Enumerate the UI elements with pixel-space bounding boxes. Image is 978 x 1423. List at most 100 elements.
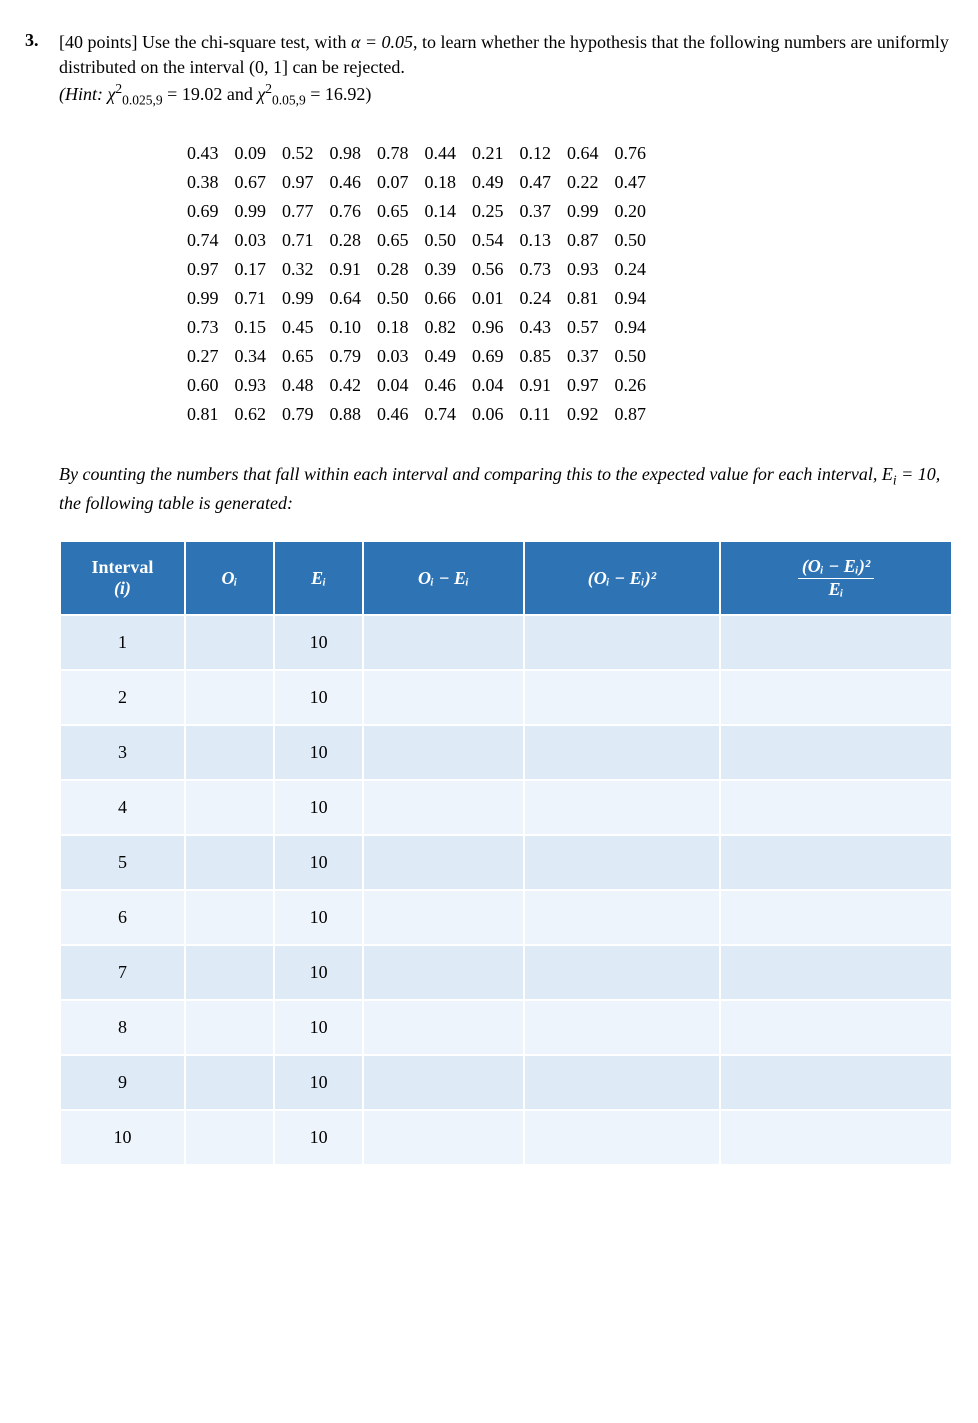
header-diff: Oᵢ − Eᵢ	[363, 541, 524, 615]
data-cell: 0.47	[607, 168, 655, 197]
table-row: 1010	[60, 1110, 952, 1165]
data-row: 0.270.340.650.790.030.490.690.850.370.50	[179, 342, 654, 371]
data-cell: 0.79	[322, 342, 370, 371]
cell-oi	[185, 835, 274, 890]
alpha-text: α = 0.05	[351, 32, 413, 52]
cell-interval: 10	[60, 1110, 185, 1165]
cell-diff	[363, 890, 524, 945]
data-cell: 0.25	[464, 197, 512, 226]
data-row: 0.740.030.710.280.650.500.540.130.870.50	[179, 226, 654, 255]
chi1-eq: = 19.02 and	[163, 84, 258, 104]
data-cell: 0.93	[227, 371, 275, 400]
cell-ratio	[720, 670, 952, 725]
cell-interval: 9	[60, 1055, 185, 1110]
data-cell: 0.81	[179, 400, 227, 429]
header-interval: Interval (i)	[60, 541, 185, 615]
cell-sq	[524, 780, 720, 835]
cell-diff	[363, 725, 524, 780]
header-ratio-num: (Oᵢ − Eᵢ)²	[798, 556, 874, 579]
cell-ei: 10	[274, 945, 363, 1000]
cell-ratio	[720, 615, 952, 670]
chi-square-table: Interval (i) Oᵢ Eᵢ Oᵢ − Eᵢ (Oᵢ − Eᵢ)² (O…	[59, 540, 953, 1166]
data-cell: 0.37	[559, 342, 607, 371]
header-sq-text: (Oᵢ − Eᵢ)²	[588, 568, 656, 588]
cell-sq	[524, 835, 720, 890]
problem-container: 3. [40 points] Use the chi-square test, …	[25, 30, 953, 1166]
data-cell: 0.98	[322, 139, 370, 168]
data-cell: 0.34	[227, 342, 275, 371]
cell-interval: 5	[60, 835, 185, 890]
data-cell: 0.73	[512, 255, 560, 284]
data-cell: 0.76	[607, 139, 655, 168]
cell-ei: 10	[274, 780, 363, 835]
data-cell: 0.20	[607, 197, 655, 226]
data-row: 0.730.150.450.100.180.820.960.430.570.94	[179, 313, 654, 342]
cell-ratio	[720, 1055, 952, 1110]
table-row: 510	[60, 835, 952, 890]
cell-sq	[524, 1000, 720, 1055]
data-cell: 0.77	[274, 197, 322, 226]
cell-ratio	[720, 1000, 952, 1055]
data-cell: 0.56	[464, 255, 512, 284]
header-diff-text: Oᵢ − Eᵢ	[418, 568, 469, 588]
data-cell: 0.93	[559, 255, 607, 284]
data-cell: 0.64	[559, 139, 607, 168]
chi1-sub: 0.025,9	[122, 93, 163, 108]
data-cell: 0.88	[322, 400, 370, 429]
data-cell: 0.73	[179, 313, 227, 342]
chi2-sub: 0.05,9	[272, 93, 306, 108]
data-cell: 0.94	[607, 284, 655, 313]
data-cell: 0.50	[417, 226, 465, 255]
cell-diff	[363, 780, 524, 835]
cell-sq	[524, 615, 720, 670]
data-cell: 0.74	[179, 226, 227, 255]
data-cell: 0.71	[274, 226, 322, 255]
explanation: By counting the numbers that fall within…	[59, 461, 953, 516]
data-cell: 0.49	[464, 168, 512, 197]
data-cell: 0.65	[369, 226, 417, 255]
data-cell: 0.65	[274, 342, 322, 371]
header-oi-text: Oᵢ	[221, 568, 237, 588]
hint-open: (Hint:	[59, 84, 108, 104]
data-cell: 0.74	[417, 400, 465, 429]
data-cell: 0.94	[607, 313, 655, 342]
header-ratio-den: Eᵢ	[798, 579, 874, 601]
data-cell: 0.12	[512, 139, 560, 168]
data-row: 0.380.670.970.460.070.180.490.470.220.47	[179, 168, 654, 197]
cell-ratio	[720, 835, 952, 890]
table-row: 410	[60, 780, 952, 835]
problem-number: 3.	[25, 30, 49, 51]
cell-ei: 10	[274, 890, 363, 945]
data-cell: 0.99	[227, 197, 275, 226]
header-oi: Oᵢ	[185, 541, 274, 615]
data-row: 0.600.930.480.420.040.460.040.910.970.26	[179, 371, 654, 400]
data-cell: 0.37	[512, 197, 560, 226]
data-cell: 0.91	[322, 255, 370, 284]
cell-sq	[524, 890, 720, 945]
data-cell: 0.87	[559, 226, 607, 255]
data-cell: 0.66	[417, 284, 465, 313]
data-cell: 0.76	[322, 197, 370, 226]
data-cell: 0.03	[227, 226, 275, 255]
cell-ei: 10	[274, 615, 363, 670]
data-cell: 0.99	[179, 284, 227, 313]
table-row: 710	[60, 945, 952, 1000]
data-cell: 0.09	[227, 139, 275, 168]
data-cell: 0.28	[369, 255, 417, 284]
cell-ei: 10	[274, 1055, 363, 1110]
cell-ei: 10	[274, 1000, 363, 1055]
data-cell: 0.22	[559, 168, 607, 197]
data-cell: 0.39	[417, 255, 465, 284]
data-cell: 0.82	[417, 313, 465, 342]
data-cell: 0.46	[322, 168, 370, 197]
cell-oi	[185, 945, 274, 1000]
data-cell: 0.69	[179, 197, 227, 226]
data-cell: 0.71	[227, 284, 275, 313]
cell-oi	[185, 1000, 274, 1055]
cell-oi	[185, 670, 274, 725]
data-cell: 0.99	[274, 284, 322, 313]
data-cell: 0.50	[607, 226, 655, 255]
cell-oi	[185, 1055, 274, 1110]
text-prefix: [40 points] Use the chi-square test, wit…	[59, 32, 351, 52]
data-row: 0.430.090.520.980.780.440.210.120.640.76	[179, 139, 654, 168]
